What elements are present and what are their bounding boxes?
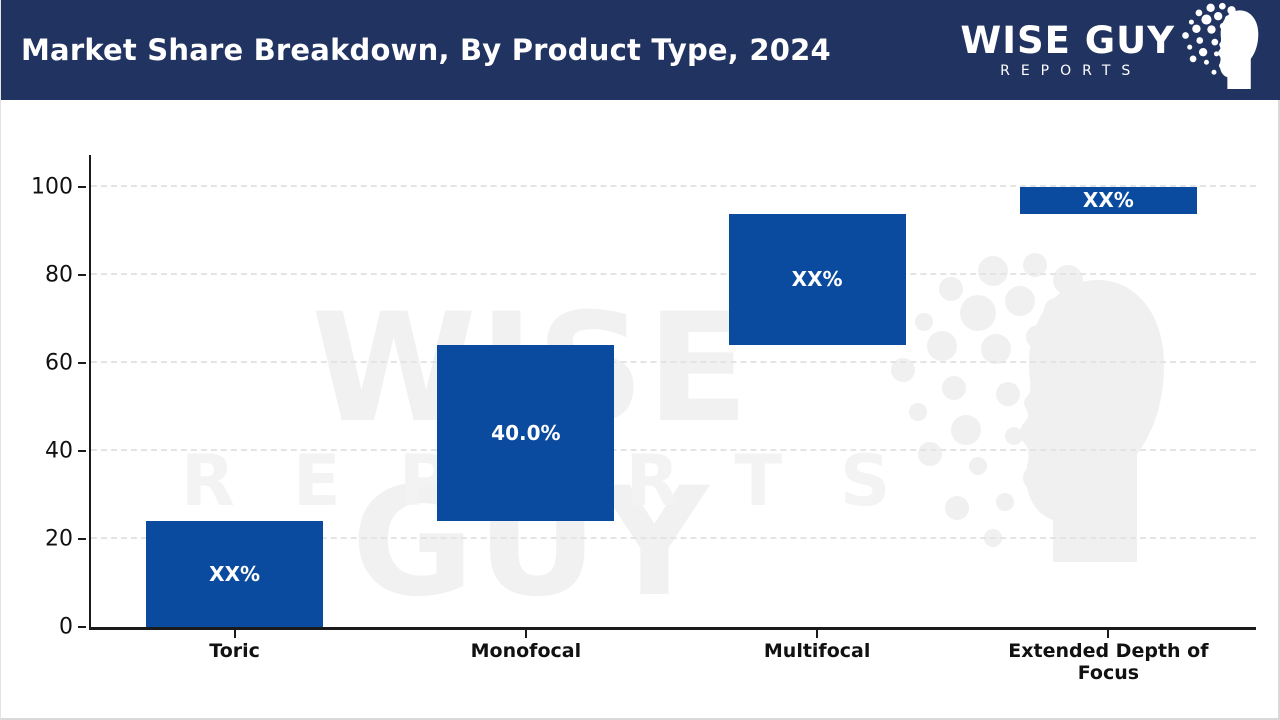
bar-value-label: XX% (1082, 188, 1134, 213)
xtick-label-toric: Toric (209, 640, 260, 662)
ytick-label-20: 20 (45, 526, 73, 552)
ytick-mark-20 (78, 538, 86, 541)
xtick-label-extended-depth-of-focus: Extended Depth of Focus (1008, 640, 1209, 684)
xtick-mark-2 (816, 630, 819, 638)
ytick-mark-100 (78, 186, 86, 189)
plot-area (89, 155, 1256, 630)
bar-extended-depth-of-focus (1019, 187, 1197, 214)
brand-head-icon (1177, 2, 1261, 98)
chart-title: Market Share Breakdown, By Product Type,… (21, 33, 831, 67)
ytick-label-0: 0 (59, 614, 73, 640)
header-bar: Market Share Breakdown, By Product Type,… (1, 0, 1280, 100)
gridline-80 (91, 273, 1256, 276)
bar-value-label: 40.0% (491, 421, 561, 446)
ytick-label-40: 40 (45, 438, 73, 464)
gridline-100 (91, 185, 1256, 188)
ytick-mark-0 (78, 626, 86, 628)
bar-value-label: XX% (791, 267, 843, 292)
bar-multifocal (728, 213, 906, 346)
brand-logo: WISE GUY REPORTS (960, 2, 1261, 98)
ytick-mark-80 (78, 274, 86, 277)
bar-toric (146, 521, 324, 627)
brand-subname: REPORTS (1000, 63, 1142, 79)
xtick-mark-1 (524, 630, 527, 638)
brand-name: WISE GUY (960, 19, 1175, 62)
xtick-mark-0 (233, 630, 236, 638)
xtick-label-multifocal: Multifocal (763, 640, 871, 662)
ytick-label-80: 80 (45, 262, 73, 288)
watermark-head-icon (873, 225, 1173, 609)
gridline-60 (91, 361, 1256, 364)
xtick-mark-3 (1107, 630, 1110, 638)
bar-value-label: XX% (209, 562, 261, 587)
ytick-mark-60 (78, 362, 86, 365)
xtick-label-monofocal: Monofocal (470, 640, 582, 662)
ytick-mark-40 (78, 450, 86, 453)
ytick-label-60: 60 (45, 350, 73, 376)
bar-monofocal (437, 345, 615, 522)
gridline-20 (91, 537, 1256, 540)
ytick-label-100: 100 (31, 174, 73, 200)
brand-logo-text: WISE GUY REPORTS (960, 22, 1175, 78)
gridline-40 (91, 449, 1256, 452)
